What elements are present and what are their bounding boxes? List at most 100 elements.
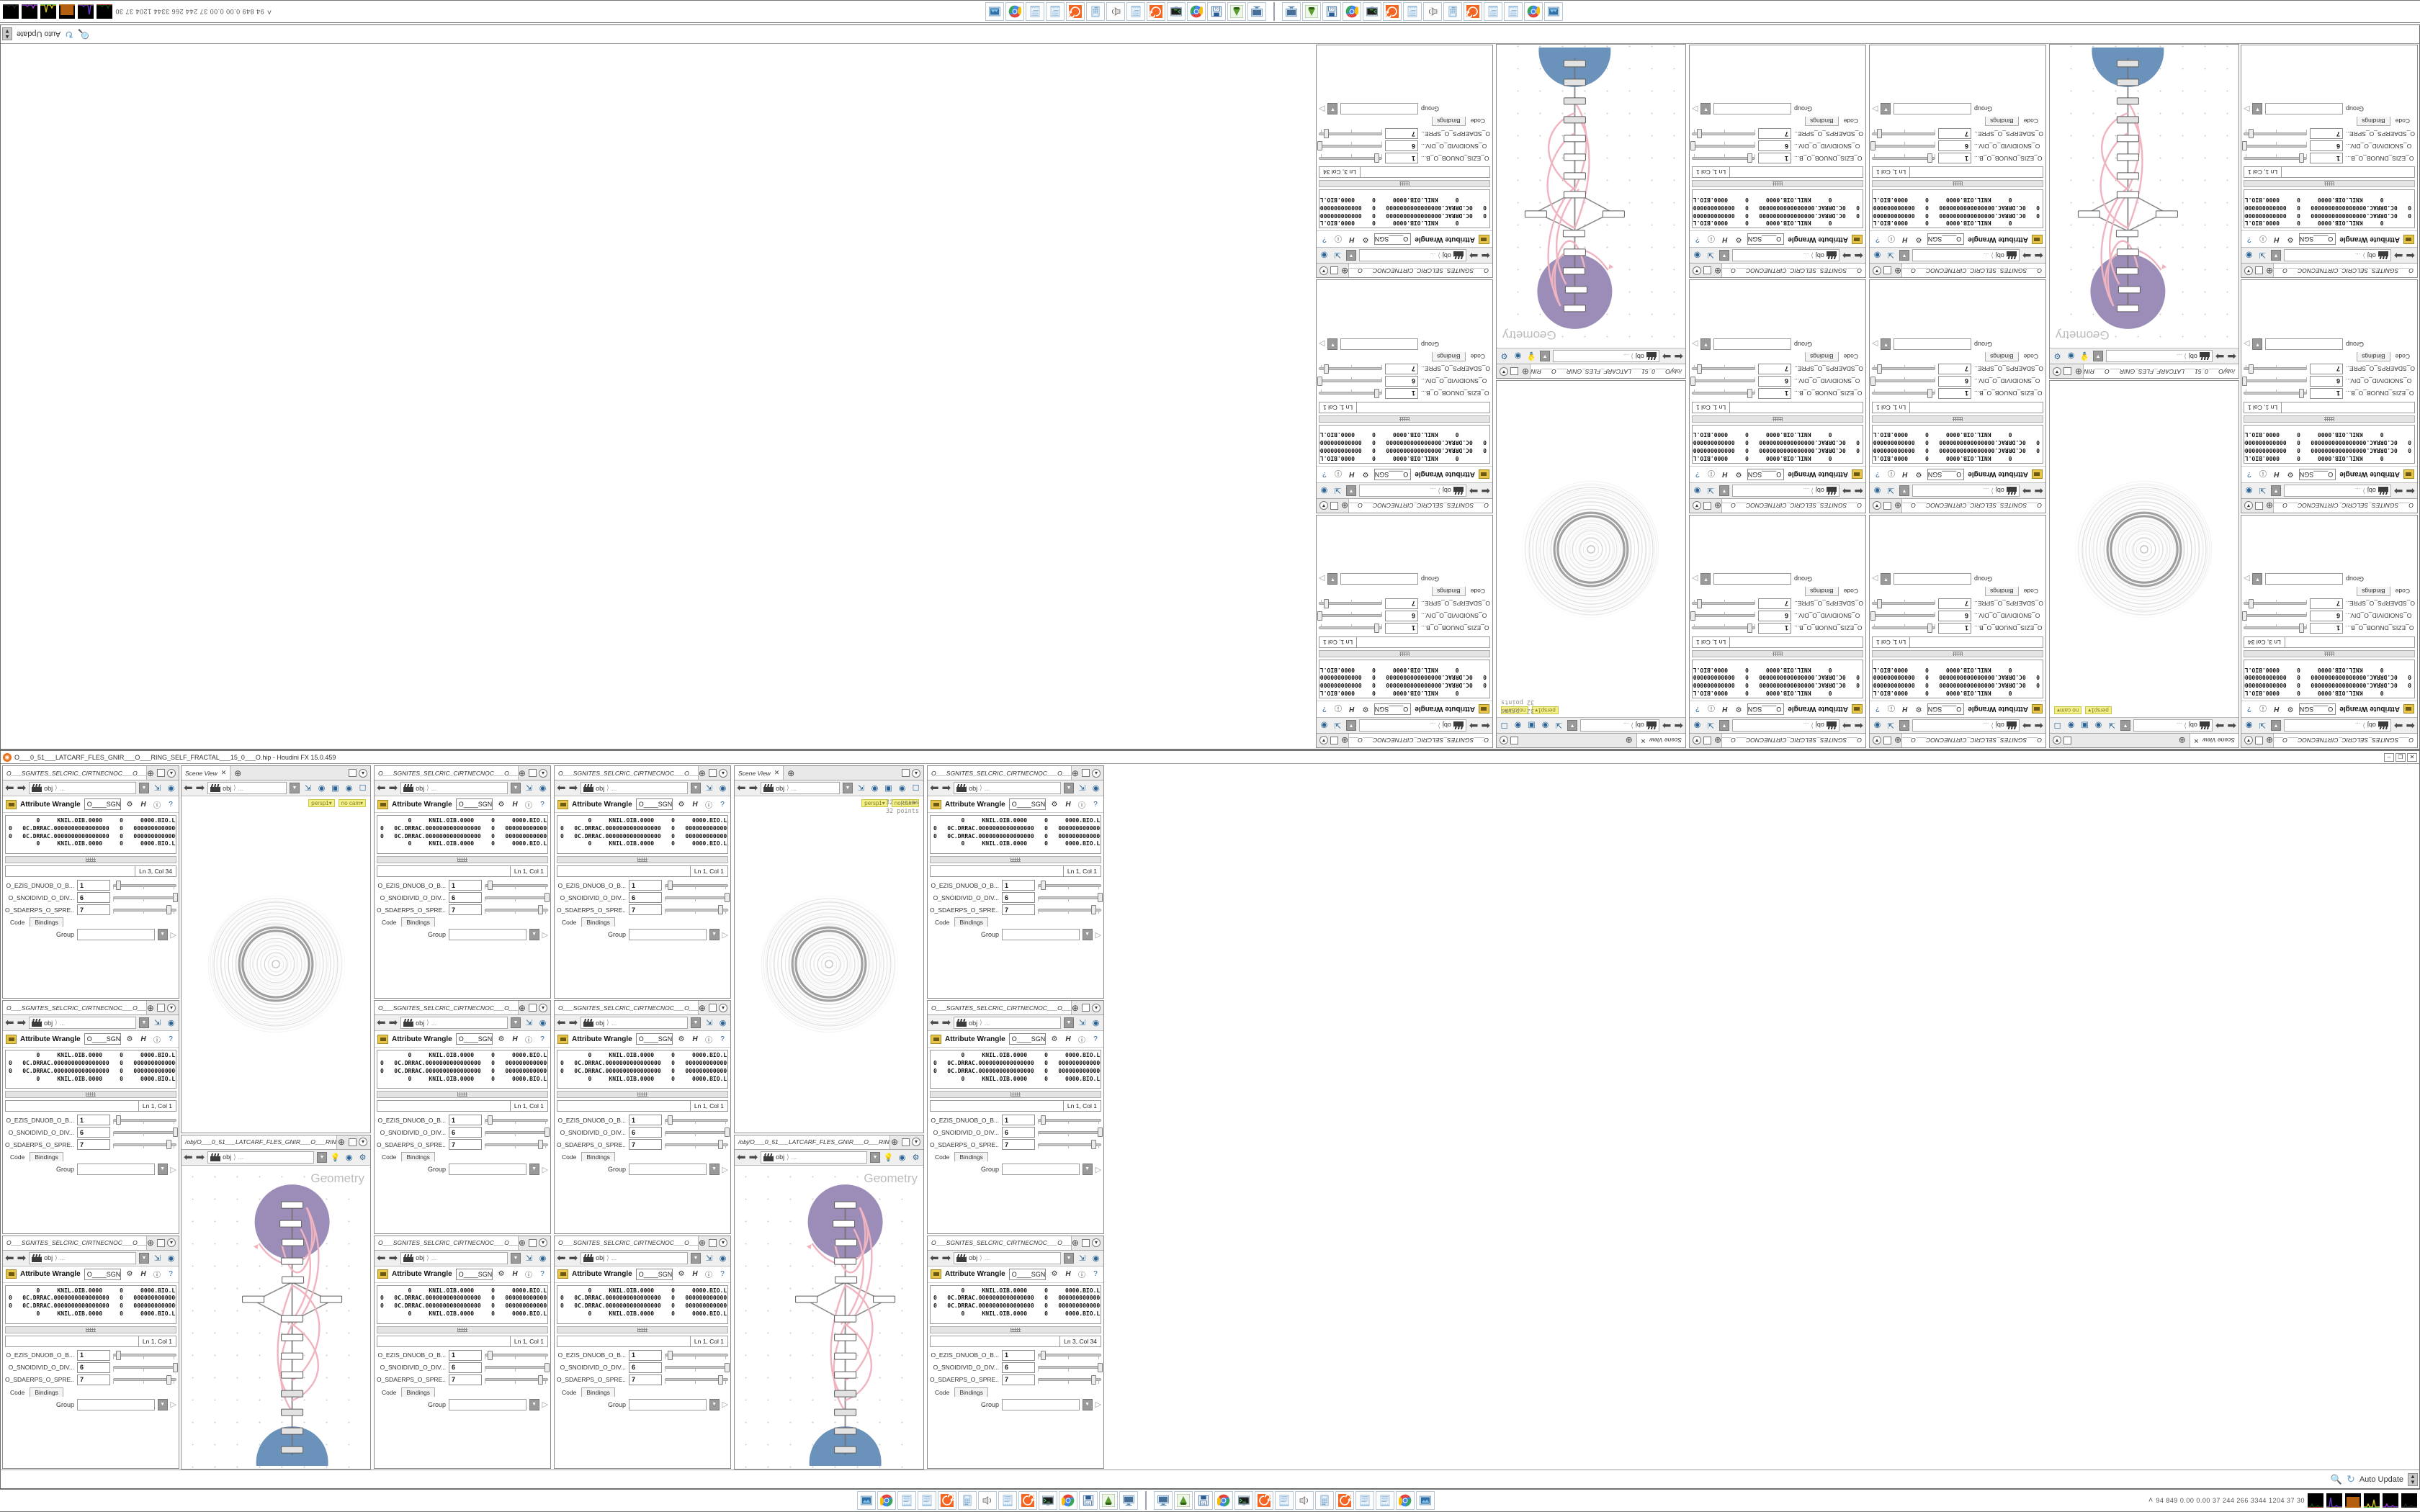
slider-handle[interactable] <box>725 1362 730 1372</box>
subtab-code[interactable]: Code <box>935 919 950 926</box>
panel-icon[interactable]: ☐ <box>359 784 367 793</box>
vex-code-editor[interactable]: 0 KNIL.OIB.0000 0 0000.BIO.LINK 0 0 0C.D… <box>1319 660 1490 698</box>
params-tab[interactable]: O___SGNITES_SELCRIC_CIRTNECNOC___O___CON… <box>928 1236 1072 1250</box>
slider-handle[interactable] <box>173 893 179 902</box>
params-back-icon[interactable]: ⬅ <box>377 1017 386 1030</box>
parameter-slider[interactable] <box>113 880 176 891</box>
params-path-dropdown-icon[interactable]: ▼ <box>1899 250 1909 261</box>
scene-maximize-icon[interactable] <box>902 769 910 777</box>
slider-handle[interactable] <box>668 881 673 890</box>
subtab-bindings[interactable]: Bindings <box>1805 587 1839 596</box>
slider-handle[interactable] <box>1697 364 1703 374</box>
globe-icon[interactable]: ◉ <box>898 784 906 793</box>
params-menu-icon[interactable]: ▾ <box>167 768 176 778</box>
target-icon[interactable]: ◉ <box>2245 251 2253 260</box>
vex-code-editor[interactable]: 0 KNIL.OIB.0000 0 0000.BIO.LINK 0 0 0C.D… <box>5 1050 176 1089</box>
parameter-slider[interactable] <box>1038 1127 1103 1138</box>
params-maximize-icon[interactable] <box>1082 1004 1090 1012</box>
group-dropdown-icon[interactable]: ▼ <box>1082 1164 1093 1176</box>
help-icon[interactable]: ? <box>1876 470 1880 479</box>
cube-icon[interactable]: ▣ <box>2081 721 2089 729</box>
group-input[interactable] <box>2265 338 2343 350</box>
params-maximize-icon[interactable] <box>1883 266 1891 275</box>
chrome-icon[interactable] <box>1343 2 1361 21</box>
params-breadcrumb[interactable]: obj ⟩ ... <box>1359 484 1466 497</box>
slider-handle[interactable] <box>668 1115 673 1125</box>
scene-breadcrumb[interactable]: obj ⟩ ... <box>761 782 840 794</box>
params-menu-icon[interactable]: ▾ <box>1693 501 1701 510</box>
slider-handle[interactable] <box>1690 141 1695 151</box>
image-viewer-icon[interactable] <box>1544 2 1563 21</box>
slider-handle[interactable] <box>116 1115 122 1125</box>
target-icon[interactable]: ◉ <box>1092 784 1100 793</box>
net-menu-icon[interactable]: ▾ <box>1500 366 1508 376</box>
scene-viewport[interactable]: persp1▾ no cam▾ <box>182 796 370 1133</box>
group-picker-icon[interactable]: ▷ <box>2244 104 2250 113</box>
parameter-value-field[interactable]: 1 <box>77 880 110 891</box>
group-dropdown-icon[interactable]: ▼ <box>157 1164 168 1176</box>
code-horizontal-scrollbar[interactable] <box>377 1091 548 1099</box>
params-menu-icon[interactable]: ▾ <box>539 1003 547 1012</box>
slider-handle[interactable] <box>1927 388 1932 398</box>
net-breadcrumb[interactable]: obj ⟩ ... <box>1553 350 1659 363</box>
parameter-slider[interactable] <box>1038 1115 1101 1125</box>
params-path-dropdown-icon[interactable]: ▼ <box>1064 783 1074 793</box>
help-icon[interactable]: ? <box>1093 1270 1098 1279</box>
parameter-value-field[interactable]: 6 <box>77 892 110 903</box>
slider-handle[interactable] <box>1373 624 1379 633</box>
scene-menu-icon[interactable]: ▾ <box>1500 736 1508 745</box>
params-forward-icon[interactable]: ➡ <box>1842 484 1852 497</box>
cube-icon[interactable]: ▣ <box>1528 721 1536 729</box>
params-back-icon[interactable]: ⬅ <box>1854 484 1863 497</box>
parameter-slider[interactable] <box>1038 1139 1101 1150</box>
houdini-h-icon[interactable]: H <box>1722 705 1728 714</box>
code-horizontal-scrollbar[interactable] <box>2244 415 2415 423</box>
params-maximize-icon[interactable] <box>1330 266 1338 275</box>
parameter-slider[interactable] <box>113 904 176 915</box>
notepad-icon[interactable] <box>1403 2 1422 21</box>
parameter-value-field[interactable]: 7 <box>1938 363 1971 374</box>
vlc-icon[interactable] <box>1227 2 1246 21</box>
params-forward-icon[interactable]: ➡ <box>1469 484 1479 497</box>
params-path-dropdown-icon[interactable]: ▼ <box>691 783 701 793</box>
pin-icon[interactable]: ⇲ <box>1334 485 1342 495</box>
node-graph-view[interactable]: Geometry <box>2050 45 2238 348</box>
monitor-icon[interactable] <box>1119 1491 1138 1510</box>
slider-handle[interactable] <box>1098 1362 1103 1372</box>
vex-code-editor[interactable]: 0 KNIL.OIB.0000 0 0000.BIO.LINK 0 0 0C.D… <box>1692 424 1863 464</box>
code-horizontal-scrollbar[interactable] <box>930 1326 1101 1333</box>
parameter-slider[interactable] <box>1870 376 1935 387</box>
slider-handle[interactable] <box>1317 611 1322 621</box>
net-path-dropdown-icon[interactable]: ▼ <box>1540 351 1550 362</box>
group-input[interactable] <box>1340 103 1418 115</box>
terminal-icon[interactable] <box>1039 1491 1057 1510</box>
gear-icon[interactable]: ⚙ <box>678 1270 685 1279</box>
help-icon[interactable]: ? <box>720 800 725 809</box>
params-forward-icon[interactable]: ➡ <box>1842 719 1852 732</box>
subtab-code[interactable]: Code <box>10 1153 25 1161</box>
code-horizontal-scrollbar[interactable] <box>1319 650 1490 657</box>
parameter-value-field[interactable]: 1 <box>1938 153 1971 164</box>
net-maximize-icon[interactable] <box>902 1138 910 1146</box>
pin-icon[interactable]: ⇲ <box>705 784 713 793</box>
params-tab-add-icon[interactable]: ⊕ <box>518 1002 526 1013</box>
subtab-bindings[interactable]: Bindings <box>1432 351 1466 361</box>
params-breadcrumb[interactable]: obj ⟩ ... <box>400 782 508 794</box>
slider-handle[interactable] <box>488 1115 493 1125</box>
net-menu-icon[interactable]: ▾ <box>2053 366 2061 376</box>
houdini-h-icon[interactable]: H <box>140 1035 146 1043</box>
node-name-field[interactable]: O____SGNITES_SELCRIC_CIRTNECNOC____O____… <box>2299 468 2336 480</box>
params-back-icon[interactable]: ⬅ <box>930 1251 939 1264</box>
params-back-icon[interactable]: ⬅ <box>2406 249 2415 262</box>
node-graph-view[interactable]: Geometry <box>1497 45 1685 348</box>
group-input[interactable] <box>77 929 155 940</box>
parameter-value-field[interactable]: 7 <box>1938 598 1971 609</box>
target-icon[interactable]: ◉ <box>167 1254 175 1263</box>
params-tab[interactable]: O___SGNITES_SELCRIC_CIRTNECNOC___O___CON… <box>2273 498 2417 513</box>
slider-handle[interactable] <box>1373 388 1379 398</box>
subtab-bindings[interactable]: Bindings <box>1432 587 1466 596</box>
group-input[interactable] <box>77 1164 155 1176</box>
group-dropdown-icon[interactable]: ▼ <box>1327 338 1338 350</box>
info-icon[interactable]: ⓘ <box>1888 469 1895 477</box>
parameter-slider[interactable] <box>1692 153 1755 163</box>
